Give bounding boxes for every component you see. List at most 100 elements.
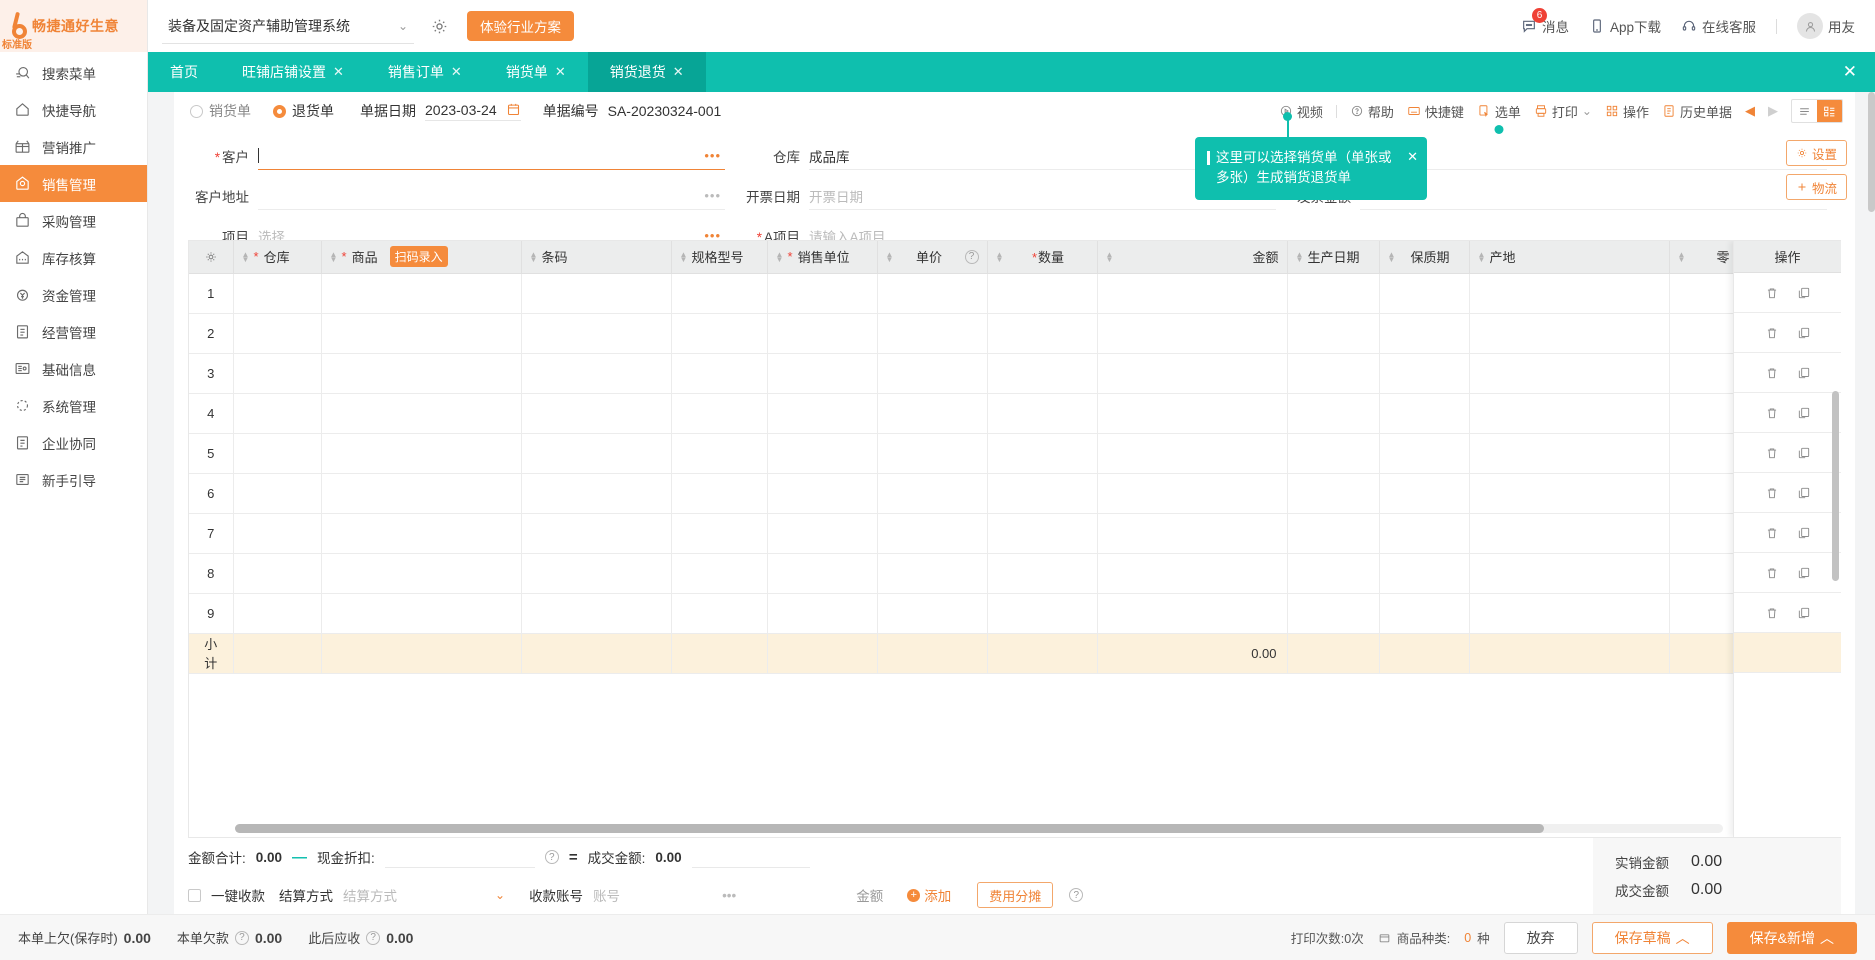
- tab-旺铺店铺设置[interactable]: 旺铺店铺设置 ✕: [220, 52, 366, 92]
- brand-logo[interactable]: 畅捷通好生意 标准版: [0, 0, 147, 52]
- cell-仓库[interactable]: [233, 433, 322, 474]
- cell-数量[interactable]: [987, 313, 1098, 354]
- cell-金额[interactable]: [1097, 393, 1288, 434]
- grid-view-icon[interactable]: [1817, 100, 1842, 122]
- discard-button[interactable]: 放弃: [1503, 921, 1578, 954]
- tab-销货退货[interactable]: 销货退货 ✕: [587, 52, 706, 92]
- cell-生产日期[interactable]: [1287, 353, 1380, 394]
- cell-数量[interactable]: [987, 473, 1098, 514]
- online-support-item[interactable]: 在线客服: [1681, 16, 1756, 36]
- cell-产地[interactable]: [1469, 393, 1670, 434]
- gear-icon[interactable]: [430, 17, 449, 36]
- pick-doc-button[interactable]: 选单: [1477, 102, 1521, 134]
- history-doc-button[interactable]: 历史单据: [1662, 102, 1732, 121]
- help-icon[interactable]: ?: [366, 930, 381, 945]
- cell-单价[interactable]: [877, 393, 988, 434]
- prev-doc-icon[interactable]: ◀: [1745, 103, 1755, 118]
- sidebar-item-快捷导航[interactable]: 快捷导航: [0, 91, 147, 128]
- cell-产地[interactable]: [1469, 353, 1670, 394]
- radio-退货单[interactable]: 退货单: [273, 101, 334, 121]
- table-row[interactable]: 1: [189, 273, 1766, 314]
- cell-规格型号[interactable]: [671, 273, 768, 314]
- cell-条码[interactable]: [521, 513, 672, 554]
- save-draft-button[interactable]: 保存草稿 ︿: [1591, 921, 1713, 954]
- sidebar-item-企业协同[interactable]: 企业协同: [0, 424, 147, 461]
- logistics-button[interactable]: 物流: [1785, 174, 1847, 200]
- cell-条码[interactable]: [521, 313, 672, 354]
- cell-条码[interactable]: [521, 593, 672, 634]
- invoice-amount-input[interactable]: [1360, 182, 1827, 210]
- cell-仓库[interactable]: [233, 393, 322, 434]
- cell-金额[interactable]: [1097, 353, 1288, 394]
- cash-discount-input[interactable]: [384, 846, 535, 868]
- cell-产地[interactable]: [1469, 513, 1670, 554]
- ellipsis-picker[interactable]: •••: [704, 148, 721, 163]
- cell-数量[interactable]: [987, 433, 1098, 474]
- cell-仓库[interactable]: [233, 473, 322, 514]
- cell-保质期[interactable]: [1379, 353, 1470, 394]
- cell-商品[interactable]: [321, 513, 522, 554]
- cell-销售单位[interactable]: [767, 393, 878, 434]
- tab-close-icon[interactable]: ✕: [554, 64, 566, 79]
- fee-share-button[interactable]: 费用分摊: [977, 882, 1054, 908]
- cell-条码[interactable]: [521, 393, 672, 434]
- help-icon[interactable]: ?: [544, 850, 559, 864]
- cell-生产日期[interactable]: [1287, 393, 1380, 434]
- cell-数量[interactable]: [987, 273, 1098, 314]
- app-download-item[interactable]: App下载: [1589, 16, 1661, 36]
- messages-item[interactable]: 消息 6: [1521, 8, 1569, 36]
- salesperson-input[interactable]: 选择... •••: [1360, 142, 1827, 170]
- cell-单价[interactable]: [877, 473, 988, 514]
- cell-生产日期[interactable]: [1287, 593, 1380, 634]
- column-规格型号[interactable]: ▲ ▼ 规格型号: [671, 241, 768, 274]
- cell-保质期[interactable]: [1379, 273, 1470, 314]
- table-row[interactable]: 4: [189, 393, 1766, 434]
- cell-单价[interactable]: [877, 433, 988, 474]
- cell-商品[interactable]: [321, 433, 522, 474]
- cell-生产日期[interactable]: [1287, 513, 1380, 554]
- chevron-down-icon[interactable]: ⌄: [495, 888, 506, 902]
- help-icon[interactable]: ?: [964, 249, 979, 264]
- close-all-tabs-button[interactable]: ✕: [1842, 62, 1857, 81]
- cell-规格型号[interactable]: [671, 393, 768, 434]
- cell-规格型号[interactable]: [671, 353, 768, 394]
- page-vertical-scrollbar[interactable]: [1868, 92, 1875, 212]
- tab-close-icon[interactable]: ✕: [333, 64, 344, 79]
- cell-条码[interactable]: [521, 353, 672, 394]
- cell-仓库[interactable]: [233, 273, 322, 314]
- column-生产日期[interactable]: ▲ ▼ 生产日期: [1287, 241, 1380, 274]
- radio-销货单[interactable]: 销货单: [190, 101, 251, 121]
- scrollbar-thumb[interactable]: [235, 824, 1545, 833]
- save-and-new-button[interactable]: 保存&新增 ︿: [1726, 921, 1857, 954]
- operation-button[interactable]: 操作: [1605, 102, 1649, 121]
- cell-金额[interactable]: [1097, 513, 1288, 554]
- cell-单价[interactable]: [877, 313, 988, 354]
- cell-金额[interactable]: [1097, 593, 1288, 634]
- sidebar-item-营销推广[interactable]: 营销推广: [0, 128, 147, 165]
- cell-产地[interactable]: [1469, 273, 1670, 314]
- cell-仓库[interactable]: [233, 353, 322, 394]
- cell-条码[interactable]: [521, 553, 672, 594]
- cell-数量[interactable]: [987, 353, 1098, 394]
- settle-method-select[interactable]: 结算方式: [343, 889, 397, 904]
- cell-金额[interactable]: [1097, 473, 1288, 514]
- ellipsis-picker-gray[interactable]: •••: [704, 188, 721, 203]
- tab-销货单[interactable]: 销货单 ✕: [484, 52, 588, 92]
- cell-仓库[interactable]: [233, 553, 322, 594]
- table-row[interactable]: 5: [189, 433, 1766, 474]
- cell-销售单位[interactable]: [767, 593, 878, 634]
- cell-销售单位[interactable]: [767, 273, 878, 314]
- user-menu[interactable]: 用友: [1797, 13, 1855, 39]
- cell-仓库[interactable]: [233, 593, 322, 634]
- column-保质期[interactable]: ▲ ▼ 保质期: [1379, 241, 1470, 274]
- table-row[interactable]: 2: [189, 313, 1766, 354]
- cell-保质期[interactable]: [1379, 553, 1470, 594]
- cell-保质期[interactable]: [1379, 593, 1470, 634]
- cell-单价[interactable]: [877, 353, 988, 394]
- cell-规格型号[interactable]: [671, 313, 768, 354]
- cell-规格型号[interactable]: [671, 593, 768, 634]
- cell-单价[interactable]: [877, 553, 988, 594]
- help-button[interactable]: 帮助: [1350, 102, 1394, 121]
- ellipsis-picker-gray[interactable]: •••: [722, 887, 737, 903]
- sidebar-item-销售管理[interactable]: 销售管理: [0, 165, 147, 202]
